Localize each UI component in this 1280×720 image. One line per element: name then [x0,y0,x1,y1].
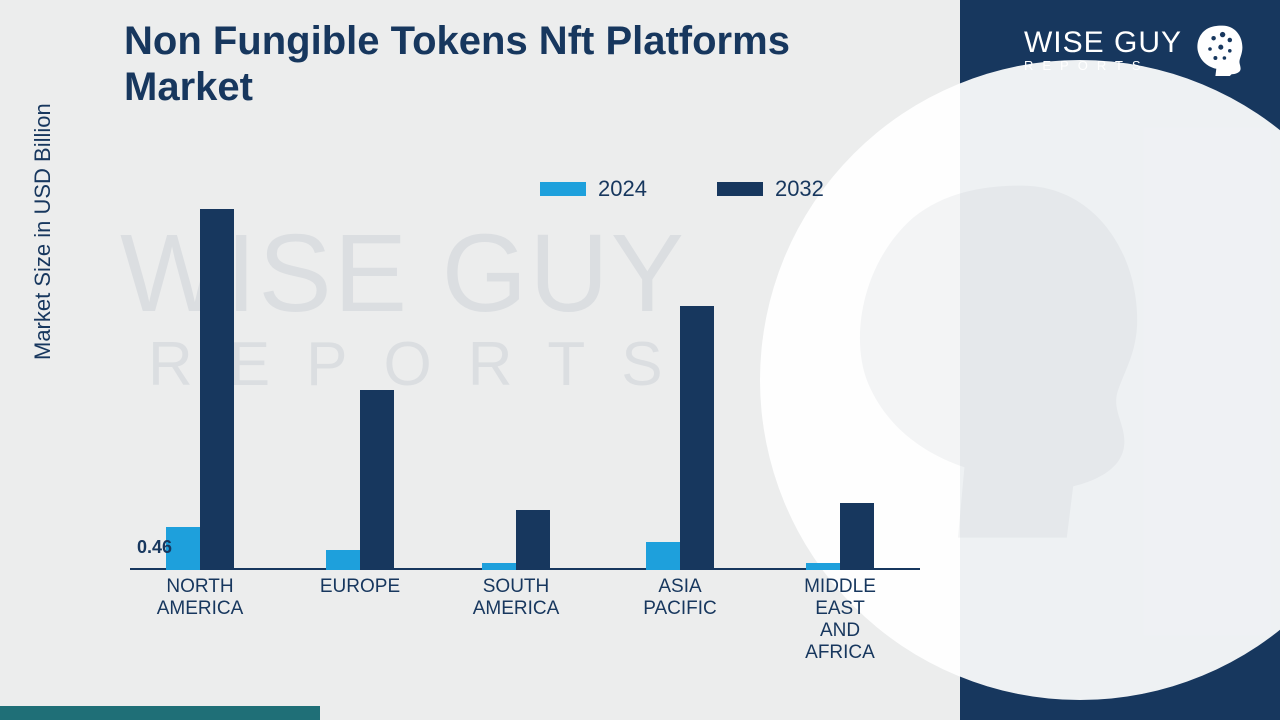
legend: 2024 2032 [540,176,824,202]
legend-label-2032: 2032 [775,176,824,202]
chart-title: Non Fungible Tokens Nft Platforms Market [124,18,864,110]
y-axis-label: Market Size in USD Billion [30,103,56,360]
bar [646,542,680,570]
bar [680,306,714,570]
legend-swatch-2032 [717,182,763,196]
bar [200,209,234,570]
bar [840,503,874,570]
bar [360,390,394,570]
category-label: EUROPE [295,576,425,598]
bar [326,550,360,570]
legend-item-2032: 2032 [717,176,824,202]
brand-line1: WISE GUY [1024,26,1182,60]
bar [482,563,516,570]
bar-value-label: 0.46 [122,537,172,558]
category-label: SOUTHAMERICA [451,576,581,620]
legend-item-2024: 2024 [540,176,647,202]
legend-swatch-2024 [540,182,586,196]
brand-line2: REPORTS [1024,58,1182,73]
brand-head-icon [1192,22,1246,76]
brand-logo: WISE GUY REPORTS [1024,22,1246,76]
bar [516,510,550,570]
category-label: ASIAPACIFIC [615,576,745,620]
bar-chart: 0.46 [130,200,920,570]
legend-label-2024: 2024 [598,176,647,202]
category-label: NORTHAMERICA [135,576,265,620]
bar [806,563,840,570]
category-label: MIDDLEEASTANDAFRICA [775,576,905,663]
decor-bottom-bar [0,706,320,720]
